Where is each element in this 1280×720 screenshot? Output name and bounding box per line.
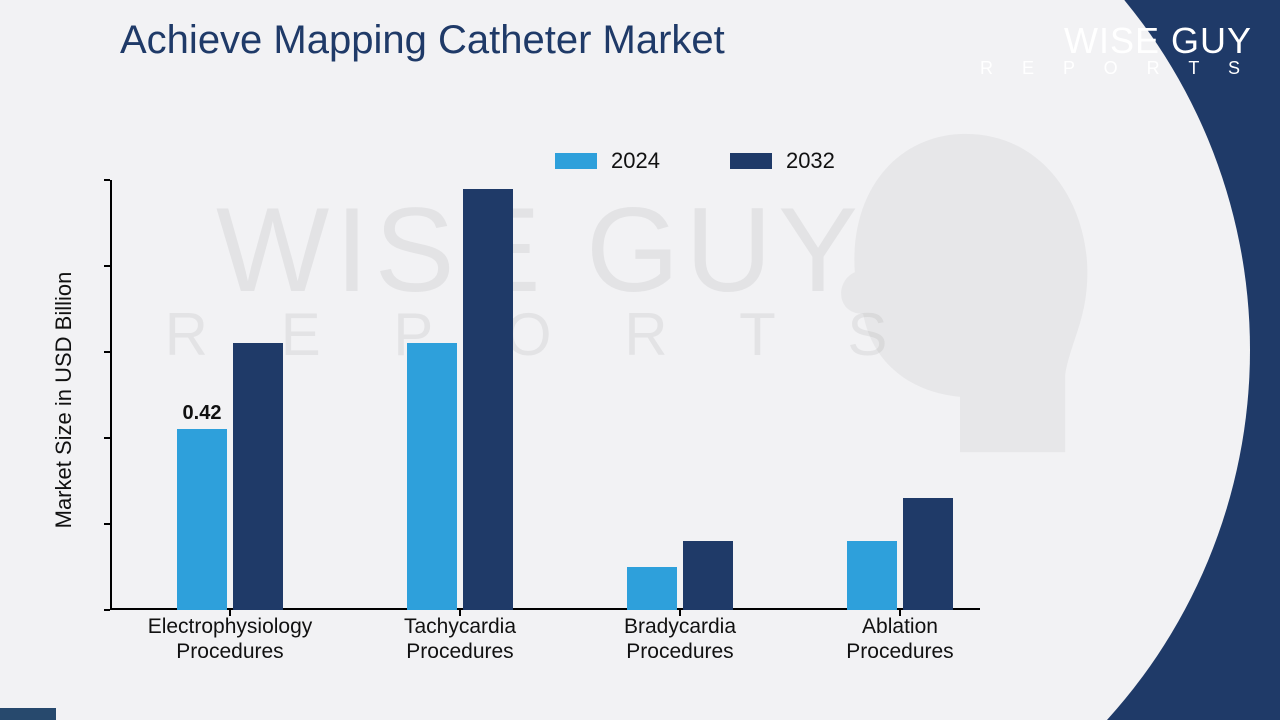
bar — [233, 343, 283, 610]
y-tick — [104, 609, 110, 611]
right-brand-band — [950, 0, 1280, 720]
bar — [683, 541, 733, 610]
chart-plot-area: 0.42 — [110, 180, 980, 610]
bar-group — [847, 498, 953, 610]
bottom-accent-bar — [0, 708, 56, 720]
bar — [903, 498, 953, 610]
x-axis-category-label: TachycardiaProcedures — [350, 614, 570, 664]
bar-group — [177, 343, 283, 610]
y-axis-label: Market Size in USD Billion — [51, 272, 77, 529]
y-tick — [104, 179, 110, 181]
page: WISE GUY R E P O R T S Achieve Mapping C… — [0, 0, 1280, 720]
bar — [847, 541, 897, 610]
y-tick — [104, 265, 110, 267]
brand-line1: WISE GUY — [980, 20, 1252, 62]
legend-item-2024: 2024 — [555, 148, 660, 174]
legend-swatch-2024 — [555, 153, 597, 169]
bar — [463, 189, 513, 610]
chart-title: Achieve Mapping Catheter Market — [120, 18, 725, 63]
x-axis-category-label: BradycardiaProcedures — [570, 614, 790, 664]
y-tick — [104, 351, 110, 353]
legend-item-2032: 2032 — [730, 148, 835, 174]
brand-logo: WISE GUY R E P O R T S — [980, 20, 1252, 79]
y-axis-line — [110, 180, 112, 610]
legend: 2024 2032 — [555, 148, 835, 174]
y-tick — [104, 437, 110, 439]
bar — [177, 429, 227, 610]
legend-swatch-2032 — [730, 153, 772, 169]
bar-group — [627, 541, 733, 610]
bar-group — [407, 189, 513, 610]
bar — [407, 343, 457, 610]
brand-line2: R E P O R T S — [980, 58, 1252, 79]
x-axis-category-label: AblationProcedures — [790, 614, 1010, 664]
legend-label-2032: 2032 — [786, 148, 835, 174]
legend-label-2024: 2024 — [611, 148, 660, 174]
y-tick — [104, 523, 110, 525]
bar — [627, 567, 677, 610]
bar-value-label: 0.42 — [183, 402, 222, 425]
x-axis-category-label: ElectrophysiologyProcedures — [120, 614, 340, 664]
